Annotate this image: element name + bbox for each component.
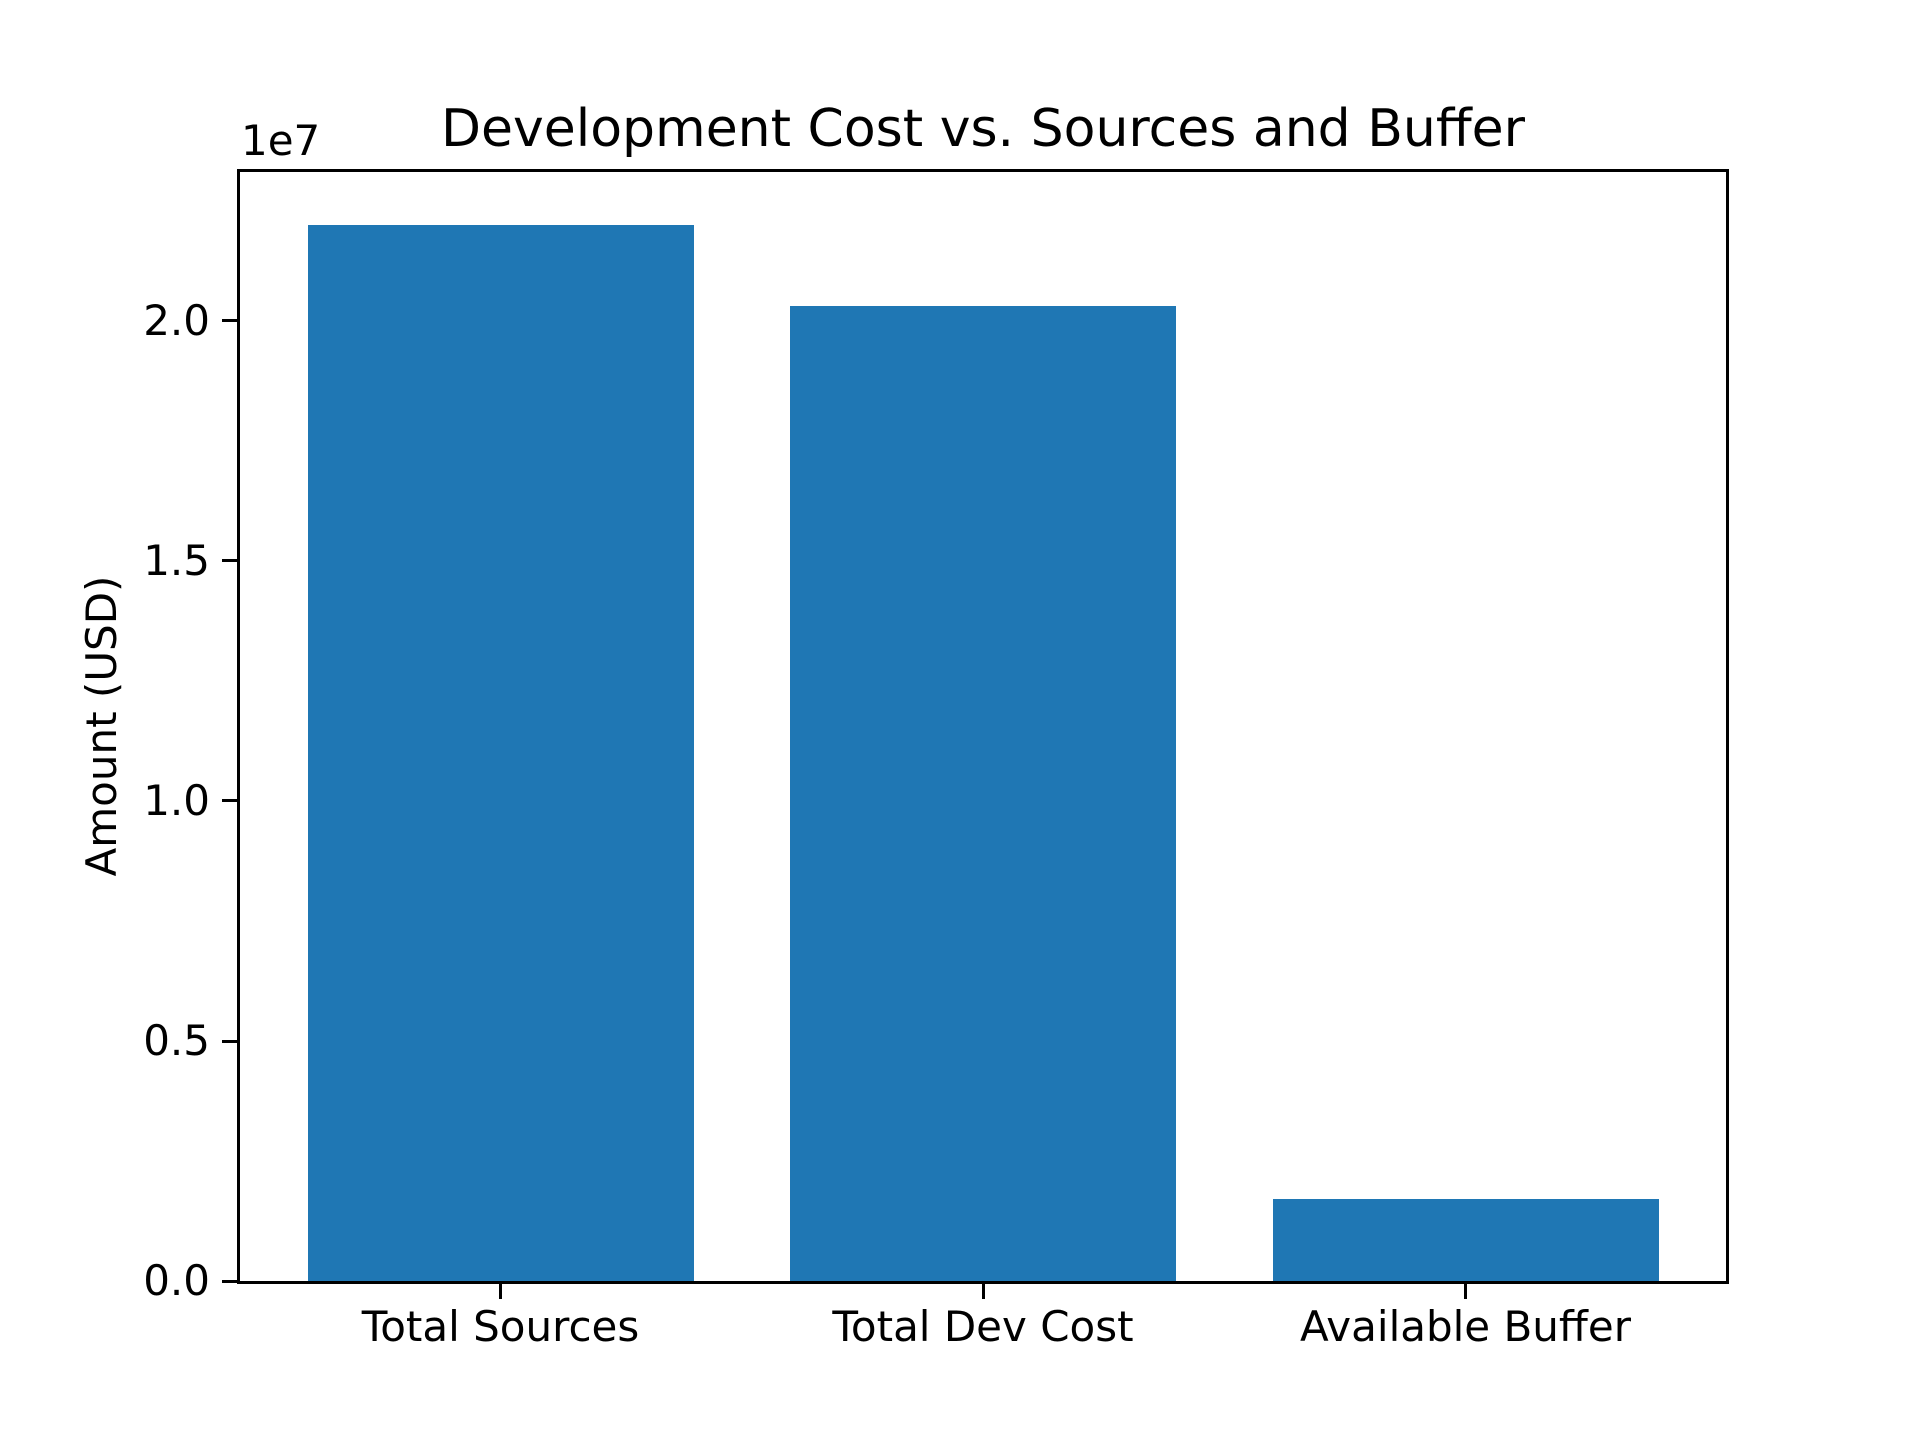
y-tick-label: 1.5	[143, 535, 210, 585]
chart-title: Development Cost vs. Sources and Buffer	[440, 99, 1526, 159]
y-tick-mark	[222, 1039, 237, 1043]
x-tick-label: Total Sources	[361, 1302, 640, 1351]
y-tick-label: 0.5	[143, 1016, 210, 1065]
x-tick-label: Total Dev Cost	[832, 1302, 1134, 1351]
bar-total-dev-cost	[790, 306, 1176, 1281]
y-axis-offset-label: 1e7	[241, 116, 321, 165]
x-tick-label: Available Buffer	[1300, 1302, 1631, 1351]
y-tick-label: 1.0	[143, 775, 210, 825]
y-tick-mark	[222, 1279, 237, 1283]
y-tick-mark	[222, 559, 237, 563]
y-tick-label: 2.0	[143, 295, 210, 345]
x-tick-mark	[1464, 1284, 1467, 1299]
y-tick-label: 0.0	[143, 1256, 210, 1305]
x-tick-mark	[981, 1284, 985, 1299]
bar-available-buffer	[1272, 1199, 1659, 1281]
bar-total-sources	[307, 224, 694, 1281]
y-tick-mark	[222, 319, 237, 323]
x-tick-mark	[499, 1284, 502, 1299]
y-tick-mark	[222, 799, 237, 803]
